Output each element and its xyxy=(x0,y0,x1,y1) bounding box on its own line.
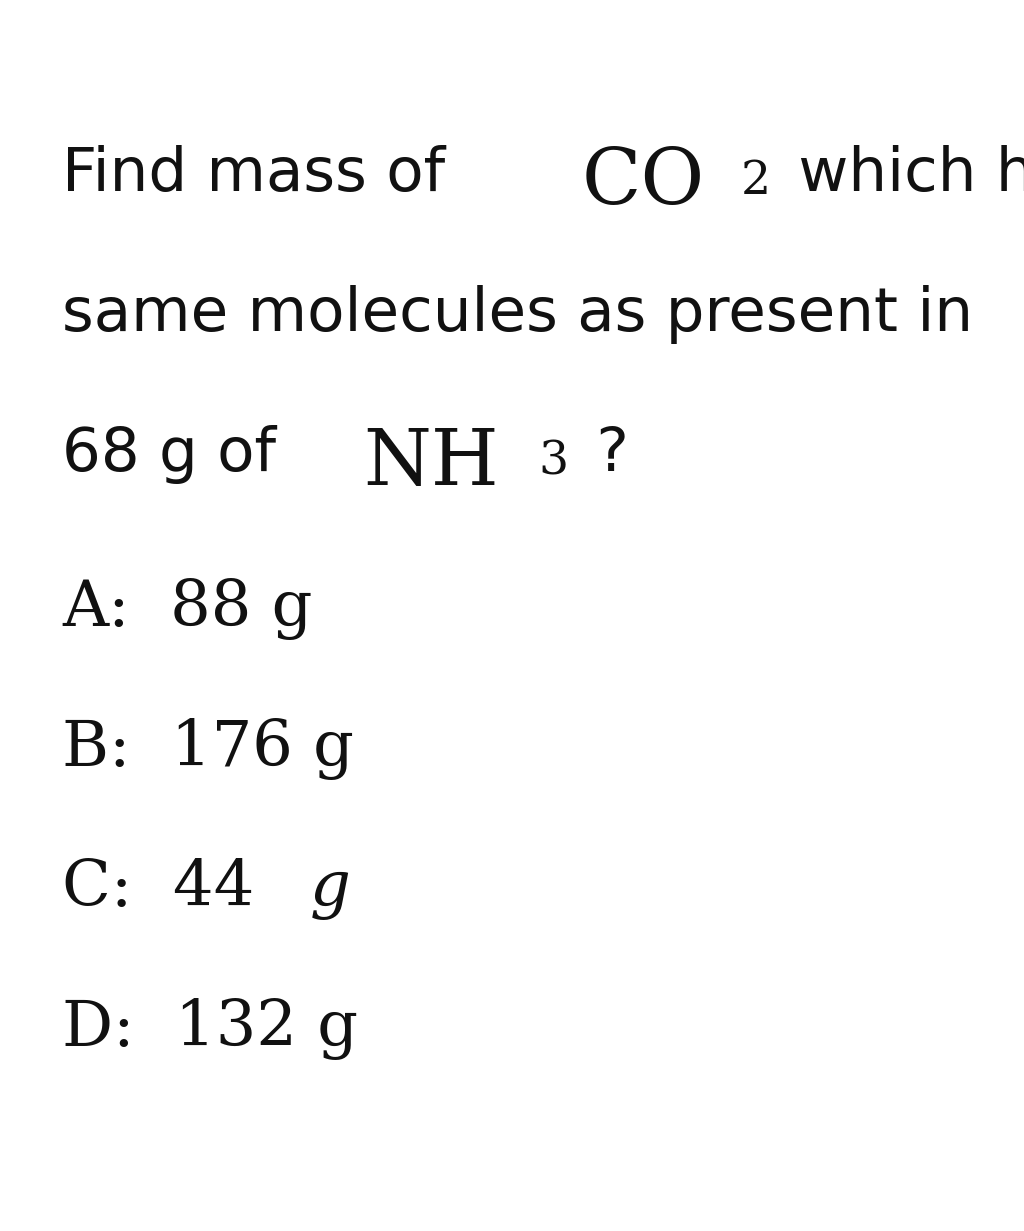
Text: 3: 3 xyxy=(539,439,568,484)
Text: g: g xyxy=(310,858,351,920)
Text: ?: ? xyxy=(577,425,629,484)
Text: B:  176 g: B: 176 g xyxy=(62,718,354,780)
Text: 68 g of: 68 g of xyxy=(62,425,295,484)
Text: which have: which have xyxy=(779,145,1024,204)
Text: NH: NH xyxy=(364,425,499,501)
Text: A:  88 g: A: 88 g xyxy=(62,579,312,640)
Text: Find mass of: Find mass of xyxy=(62,145,465,204)
Text: 2: 2 xyxy=(740,159,770,204)
Text: C:  44: C: 44 xyxy=(62,858,254,920)
Text: D:  132 g: D: 132 g xyxy=(62,998,358,1060)
Text: same molecules as present in: same molecules as present in xyxy=(62,286,973,343)
Text: CO: CO xyxy=(582,145,705,220)
